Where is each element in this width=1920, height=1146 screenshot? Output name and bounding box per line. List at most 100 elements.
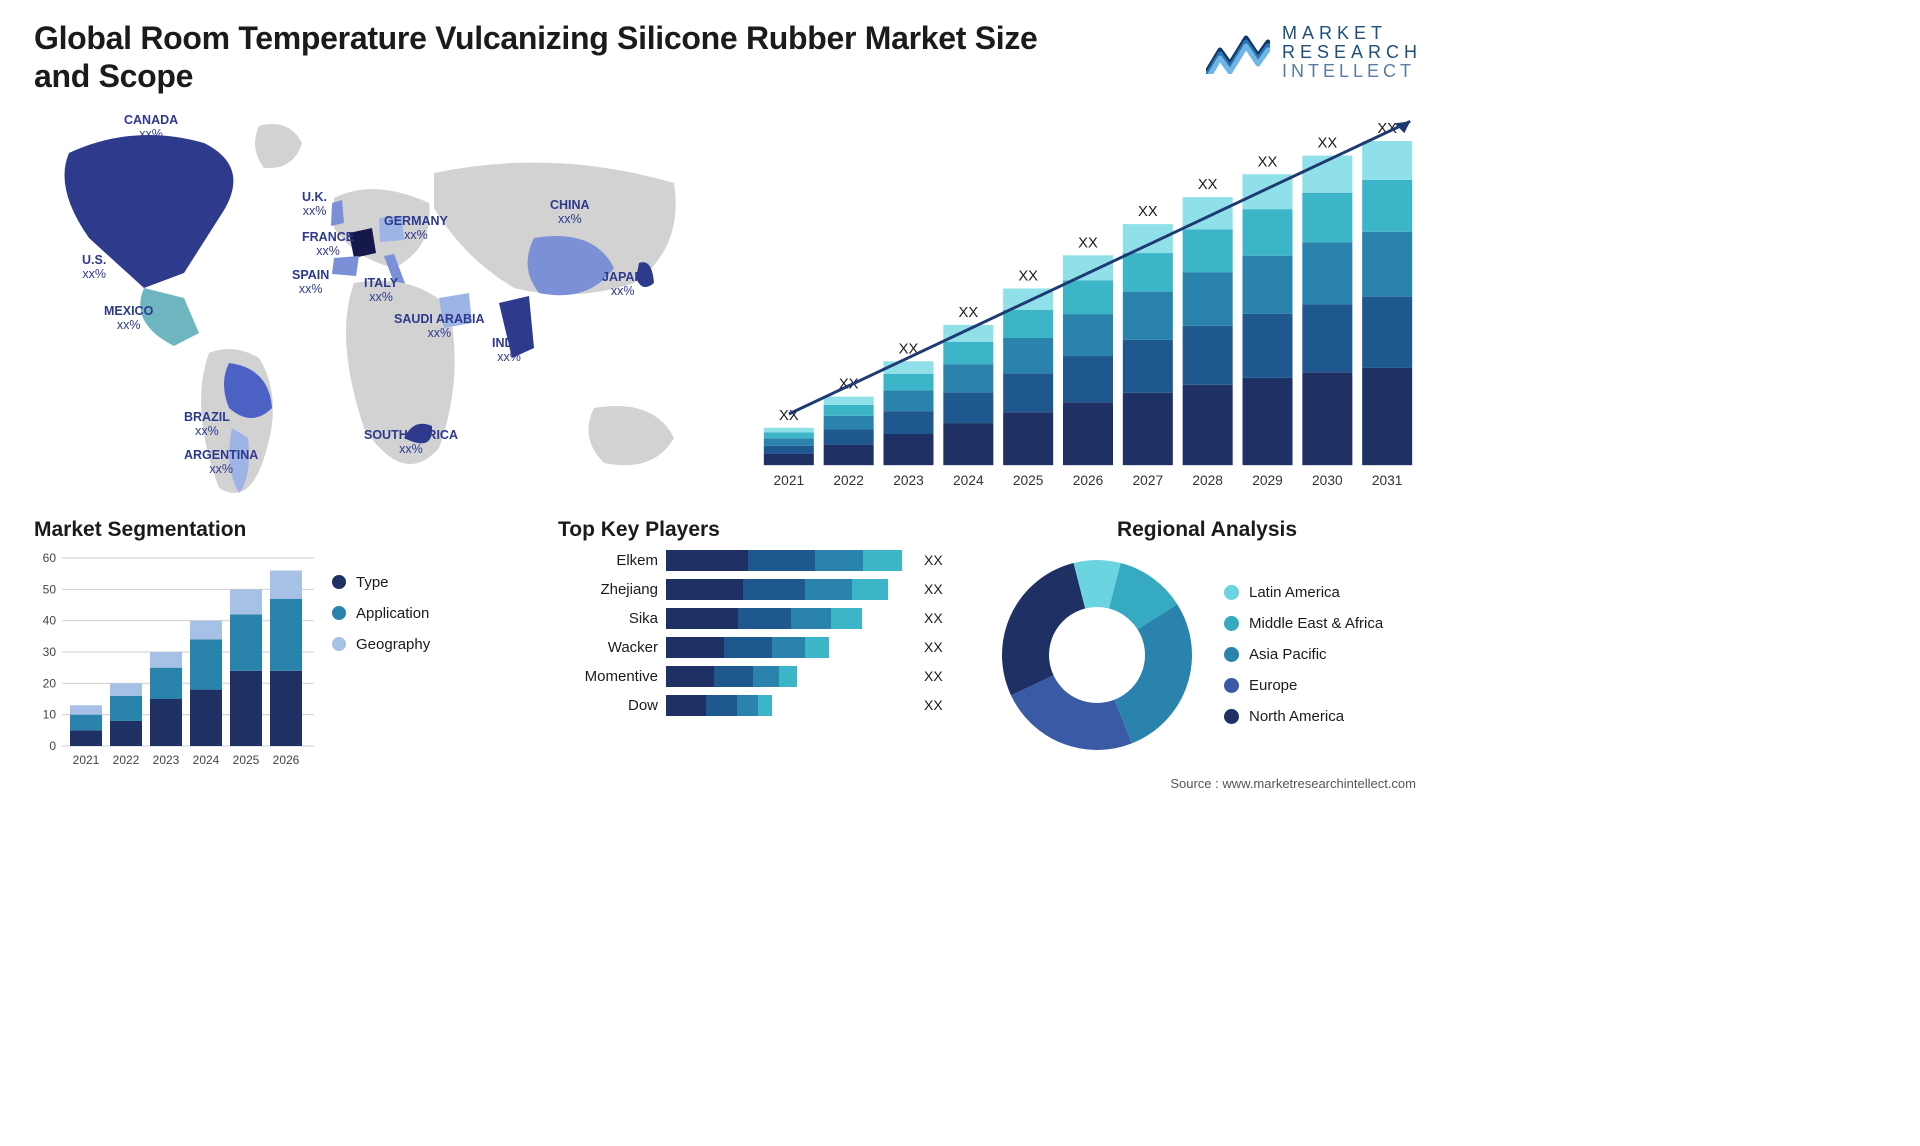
svg-text:XX: XX [959, 305, 979, 321]
tkp-bar [666, 695, 772, 716]
top-key-players-panel: Top Key Players ElkemXXZhejiangXXSikaXXW… [558, 518, 978, 770]
map-label-brazil: BRAZILxx% [184, 410, 230, 439]
svg-text:2027: 2027 [1133, 472, 1164, 487]
svg-text:2029: 2029 [1252, 472, 1283, 487]
tkp-value: XX [924, 552, 964, 568]
tkp-rows: ElkemXXZhejiangXXSikaXXWackerXXMomentive… [558, 550, 978, 716]
tkp-value: XX [924, 581, 964, 597]
svg-text:30: 30 [43, 645, 57, 659]
tkp-name: Dow [558, 697, 658, 714]
tkp-name: Zhejiang [558, 581, 658, 598]
map-label-uk: U.K.xx% [302, 190, 327, 219]
top-section: CANADAxx% U.S.xx% MEXICOxx% BRAZILxx% ARGENT… [34, 108, 1422, 508]
map-label-mexico: MEXICOxx% [104, 304, 153, 333]
page-title: Global Room Temperature Vulcanizing Sili… [34, 20, 1094, 96]
tkp-row-wacker: Wacker XX [558, 637, 978, 658]
svg-text:XX: XX [1138, 204, 1158, 220]
reg-legend-middleeastafrica: Middle East & Africa [1224, 615, 1383, 632]
svg-text:10: 10 [43, 707, 57, 721]
svg-text:2025: 2025 [233, 753, 260, 767]
map-label-canada: CANADAxx% [124, 113, 178, 142]
svg-text:XX: XX [1198, 177, 1218, 193]
source-label: Source : www.marketresearchintellect.com [34, 776, 1422, 791]
regional-donut [992, 550, 1202, 760]
tkp-value: XX [924, 639, 964, 655]
regional-legend: Latin America Middle East & Africa Asia Pa… [1224, 584, 1383, 725]
seg-legend-type: Type [332, 574, 430, 591]
svg-text:50: 50 [43, 582, 57, 596]
svg-text:2026: 2026 [1073, 472, 1104, 487]
svg-text:XX: XX [1318, 135, 1338, 151]
segmentation-panel: Market Segmentation 0 10 20 30 40 50 60 2021 202… [34, 518, 544, 770]
tkp-value: XX [924, 668, 964, 684]
svg-text:2025: 2025 [1013, 472, 1044, 487]
regional-title: Regional Analysis [992, 518, 1422, 542]
svg-text:2024: 2024 [193, 753, 220, 767]
segmentation-title: Market Segmentation [34, 518, 544, 542]
tkp-bar [666, 608, 862, 629]
svg-text:2026: 2026 [273, 753, 300, 767]
map-label-china: CHINAxx% [550, 198, 590, 227]
brand-logo-line1: MARKET [1282, 24, 1422, 43]
tkp-name: Momentive [558, 668, 658, 685]
svg-text:XX: XX [1258, 154, 1278, 170]
map-label-saudiarabia: SAUDI ARABIAxx% [394, 312, 485, 341]
svg-text:XX: XX [1018, 268, 1038, 284]
map-label-india: INDIAxx% [492, 336, 526, 365]
map-label-france: FRANCExx% [302, 230, 354, 259]
map-label-spain: SPAINxx% [292, 268, 329, 297]
tkp-bar [666, 666, 797, 687]
brand-logo-text: MARKET RESEARCH INTELLECT [1282, 24, 1422, 81]
reg-legend-northamerica: North America [1224, 708, 1383, 725]
tkp-row-momentive: Momentive XX [558, 666, 978, 687]
svg-text:2024: 2024 [953, 472, 984, 487]
svg-text:0: 0 [49, 739, 56, 753]
tkp-bar [666, 637, 829, 658]
brand-logo: MARKET RESEARCH INTELLECT [1206, 24, 1422, 81]
brand-logo-mark [1206, 30, 1270, 74]
reg-legend-latinamerica: Latin America [1224, 584, 1383, 601]
tkp-bar [666, 579, 888, 600]
tkp-row-zhejiang: Zhejiang XX [558, 579, 978, 600]
svg-text:2022: 2022 [833, 472, 864, 487]
world-map: CANADAxx% U.S.xx% MEXICOxx% BRAZILxx% ARGENT… [34, 108, 714, 508]
growth-chart: XX 2021 XX 2022 XX 2023 XX 2024 XX 2025 XX 2026 XX 20… [754, 108, 1422, 508]
reg-legend-asiapacific: Asia Pacific [1224, 646, 1383, 663]
svg-text:2022: 2022 [113, 753, 140, 767]
map-label-italy: ITALYxx% [364, 276, 398, 305]
header: Global Room Temperature Vulcanizing Sili… [34, 20, 1422, 96]
svg-text:2023: 2023 [893, 472, 924, 487]
tkp-row-elkem: Elkem XX [558, 550, 978, 571]
svg-text:40: 40 [43, 613, 57, 627]
tkp-row-sika: Sika XX [558, 608, 978, 629]
map-label-japan: JAPANxx% [602, 270, 643, 299]
svg-text:2028: 2028 [1192, 472, 1223, 487]
tkp-name: Wacker [558, 639, 658, 656]
tkp-name: Elkem [558, 552, 658, 569]
svg-text:2023: 2023 [153, 753, 180, 767]
map-label-southafrica: SOUTH AFRICAxx% [364, 428, 458, 457]
infographic-page: Global Room Temperature Vulcanizing Sili… [0, 0, 1456, 801]
tkp-value: XX [924, 697, 964, 713]
segmentation-legend: Type Application Geography [332, 574, 430, 770]
tkp-value: XX [924, 610, 964, 626]
svg-text:2021: 2021 [73, 753, 100, 767]
svg-text:XX: XX [1078, 235, 1098, 251]
reg-legend-europe: Europe [1224, 677, 1383, 694]
svg-text:60: 60 [43, 551, 57, 565]
svg-text:2021: 2021 [774, 472, 805, 487]
map-label-us: U.S.xx% [82, 253, 106, 282]
seg-legend-application: Application [332, 605, 430, 622]
tkp-name: Sika [558, 610, 658, 627]
map-label-argentina: ARGENTINAxx% [184, 448, 258, 477]
svg-text:20: 20 [43, 676, 57, 690]
segmentation-chart: 0 10 20 30 40 50 60 2021 2022 2023 2024 2025 2026 [34, 550, 314, 770]
map-label-germany: GERMANYxx% [384, 214, 448, 243]
svg-text:2030: 2030 [1312, 472, 1343, 487]
bottom-section: Market Segmentation 0 10 20 30 40 50 60 2021 202… [34, 518, 1422, 770]
regional-panel: Regional Analysis Latin America Middle Ea… [992, 518, 1422, 770]
seg-legend-geography: Geography [332, 636, 430, 653]
tkp-title: Top Key Players [558, 518, 978, 542]
brand-logo-line2: RESEARCH [1282, 43, 1422, 62]
brand-logo-line3: INTELLECT [1282, 62, 1422, 81]
